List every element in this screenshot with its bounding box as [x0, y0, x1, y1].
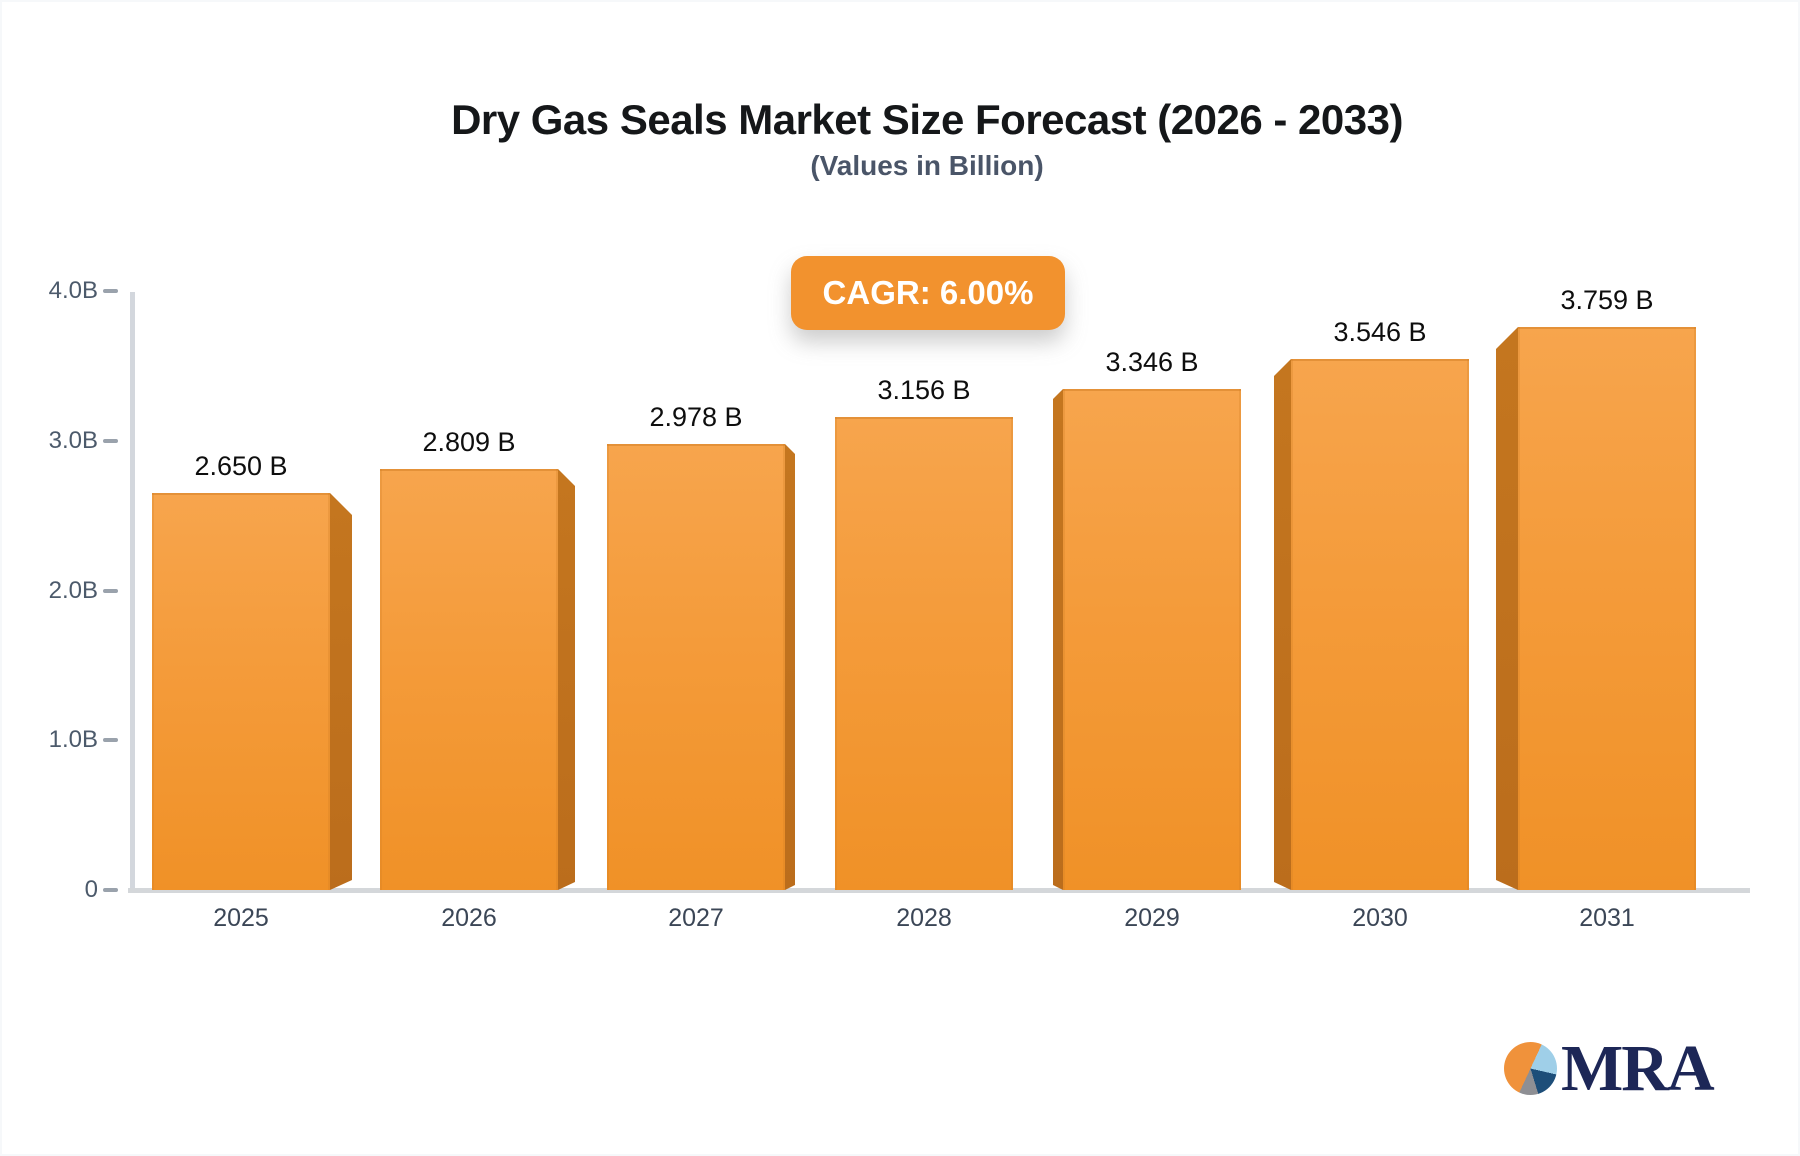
- y-tick-mark-3.0B: [103, 438, 118, 443]
- y-tick-label-0: 0: [84, 876, 98, 903]
- bar-2027[interactable]: [607, 444, 785, 890]
- y-tick-mark-1.0B: [103, 738, 118, 743]
- y-tick-label-1.0B: 1.0B: [48, 726, 98, 754]
- y-tick-mark-0: [103, 888, 118, 892]
- chart-subtitle: (Values in Billion): [810, 150, 1044, 181]
- bar-value-label-2030: 3.546 B: [1333, 317, 1427, 347]
- x-axis-label-2027: 2027: [668, 904, 724, 932]
- bar-2031[interactable]: [1518, 327, 1696, 890]
- bar-side-panel-2031: [1496, 327, 1518, 890]
- y-tick-label-4.0B: 4.0B: [48, 277, 98, 304]
- y-tick-label-3.0B: 3.0B: [48, 426, 98, 454]
- bar-side-panel-2027: [785, 444, 795, 890]
- bar-side-panel-2025: [330, 493, 352, 890]
- bar-side-panel-2026: [558, 469, 575, 890]
- x-axis-label-2025: 2025: [213, 904, 269, 932]
- bar-value-label-2027: 2.978 B: [649, 402, 743, 432]
- x-axis-label-2030: 2030: [1352, 904, 1408, 932]
- mra-logo: MRA: [1504, 1032, 1715, 1105]
- bar-value-label-2026: 2.809 B: [422, 427, 516, 457]
- bar-2029[interactable]: [1063, 389, 1241, 890]
- mra-logo-pie-icon: [1504, 1042, 1557, 1095]
- bar-value-label-2028: 3.156 B: [877, 375, 971, 405]
- bar-side-panel-2030: [1274, 359, 1291, 890]
- cagr-badge: CAGR: 6.00%: [791, 256, 1065, 330]
- x-axis-label-2029: 2029: [1124, 904, 1180, 932]
- x-axis-label-2026: 2026: [441, 904, 497, 932]
- bar-value-label-2031: 3.759 B: [1560, 285, 1654, 315]
- x-axis-baseline: [128, 888, 1750, 893]
- chart-title: Dry Gas Seals Market Size Forecast (2026…: [451, 96, 1403, 143]
- bar-2030[interactable]: [1291, 359, 1469, 890]
- y-axis-line: [130, 292, 135, 890]
- bar-side-panel-2029: [1053, 389, 1063, 890]
- bar-2028[interactable]: [835, 417, 1013, 890]
- x-axis-label-2028: 2028: [896, 904, 952, 932]
- bar-value-label-2029: 3.346 B: [1105, 347, 1199, 377]
- y-tick-mark-4.0B: [103, 289, 118, 293]
- bar-2026[interactable]: [380, 469, 558, 890]
- x-axis-label-2031: 2031: [1579, 904, 1635, 932]
- cagr-badge-label: CAGR: 6.00%: [822, 274, 1034, 311]
- bar-value-label-2025: 2.650 B: [194, 451, 288, 481]
- mra-logo-text: MRA: [1561, 1032, 1715, 1105]
- y-tick-label-2.0B: 2.0B: [48, 576, 98, 604]
- bar-2025[interactable]: [152, 493, 330, 890]
- y-tick-mark-2.0B: [103, 588, 118, 593]
